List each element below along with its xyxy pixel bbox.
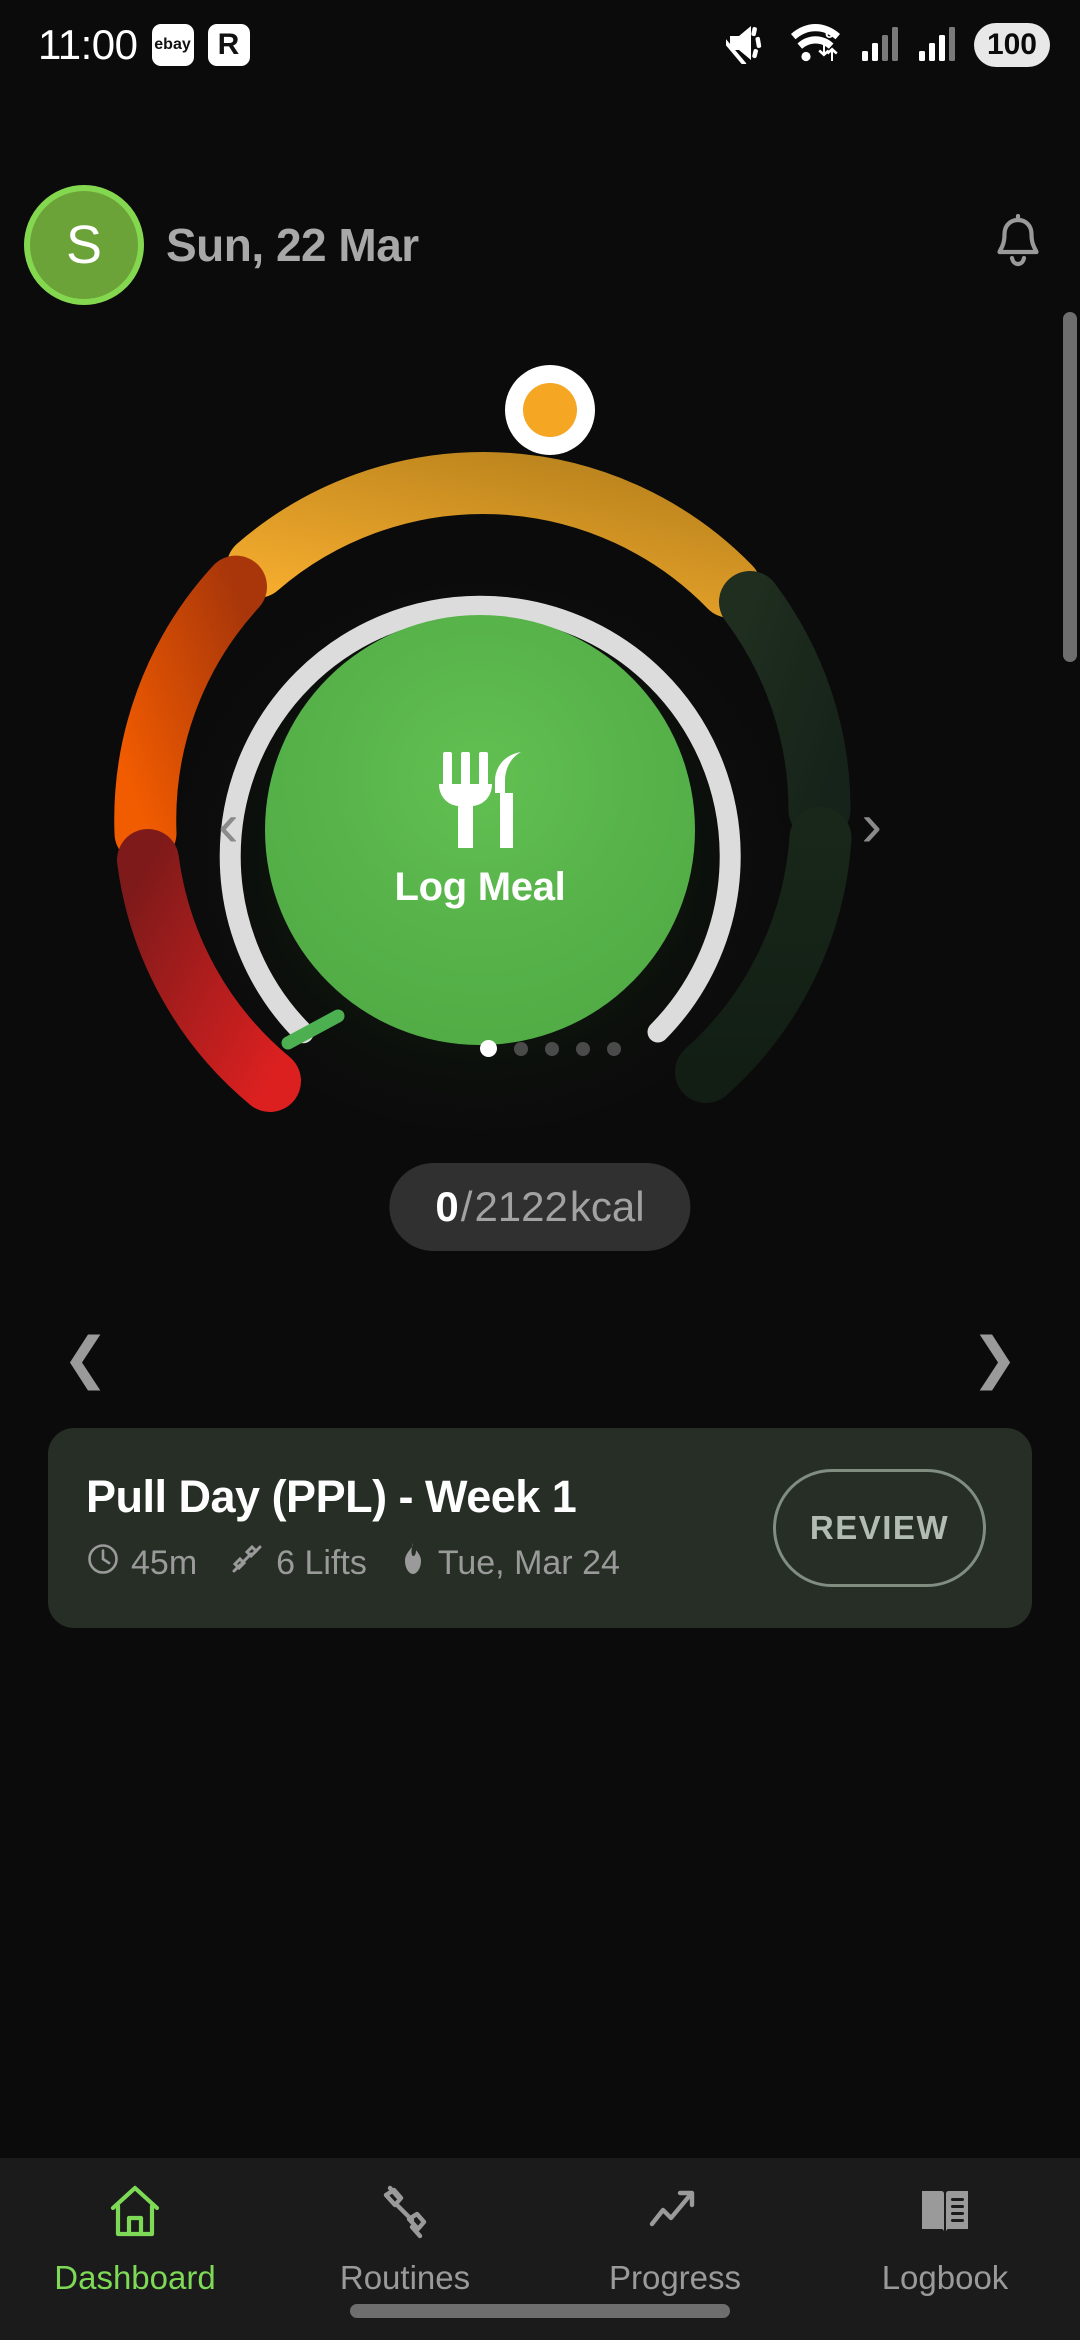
- page-dot[interactable]: [606, 1041, 621, 1056]
- gauge-marker-dot: [505, 365, 595, 455]
- nav-label-routines: Routines: [339, 2259, 471, 2296]
- ebay-notification-icon: ebay: [151, 24, 194, 66]
- workout-title: Pull Day (PPL) - Week 1: [86, 1470, 577, 1522]
- nav-item-progress[interactable]: Progress: [540, 2184, 810, 2297]
- workout-duration-text: 45m: [131, 1543, 198, 1582]
- review-button[interactable]: REVIEW: [773, 1469, 986, 1587]
- battery-indicator: 100: [973, 23, 1050, 67]
- status-clock: 11:00: [38, 21, 138, 68]
- page-dot[interactable]: [513, 1041, 528, 1056]
- page-dot[interactable]: [479, 1040, 497, 1057]
- gauge-segment-dark-green-upper: [719, 571, 851, 841]
- home-indicator[interactable]: [350, 2304, 730, 2318]
- dumbbell-icon: [229, 1541, 265, 1586]
- wifi-6-icon: 6: [789, 21, 843, 70]
- workout-carousel-nav: ❮ ❯: [0, 1318, 1080, 1398]
- status-bar: 11:00 ebay R 6: [0, 0, 1080, 90]
- workout-date: Tue, Mar 24: [399, 1542, 620, 1585]
- dumbbell-icon: [377, 2184, 433, 2245]
- workout-lifts: 6 Lifts: [229, 1541, 367, 1586]
- avatar[interactable]: S: [24, 185, 144, 305]
- nav-label-logbook: Logbook: [881, 2259, 1009, 2296]
- status-bar-left: 11:00 ebay R: [38, 21, 250, 69]
- workout-card-content: Pull Day (PPL) - Week 1 45m 6 Lifts: [86, 1471, 773, 1586]
- chevron-left-icon[interactable]: ‹: [218, 791, 239, 860]
- gauge-segment-amber: [226, 451, 761, 618]
- page-title: Sun, 22 Mar: [166, 219, 419, 271]
- gauge-segment-red: [117, 829, 301, 1112]
- calories-unit: kcal: [569, 1183, 645, 1230]
- carousel-page-dots[interactable]: [50, 1040, 1050, 1057]
- calories-current: 0: [435, 1183, 459, 1230]
- signal-sim2-icon: [917, 23, 957, 68]
- workout-date-text: Tue, Mar 24: [437, 1543, 620, 1582]
- signal-sim1-icon: [860, 23, 900, 68]
- nav-label-dashboard: Dashboard: [54, 2259, 216, 2296]
- workout-meta: 45m 6 Lifts Tue, Mar 24: [86, 1541, 773, 1586]
- workout-duration: 45m: [86, 1542, 197, 1585]
- gauge-inner-track: [219, 595, 741, 1044]
- calorie-summary-pill[interactable]: 0 / 2122 kcal: [389, 1163, 691, 1251]
- calories-goal: 2122: [474, 1183, 568, 1230]
- chevron-right-icon[interactable]: ❯: [971, 1326, 1018, 1389]
- chevron-right-icon[interactable]: ›: [861, 791, 882, 860]
- workout-card[interactable]: Pull Day (PPL) - Week 1 45m 6 Lifts: [48, 1428, 1032, 1628]
- nav-label-progress: Progress: [608, 2259, 742, 2296]
- page-dot[interactable]: [575, 1041, 590, 1056]
- nav-item-dashboard[interactable]: Dashboard: [0, 2184, 270, 2297]
- gauge-start-tick: [281, 1009, 345, 1050]
- clock-icon: [86, 1542, 120, 1585]
- bell-icon[interactable]: [992, 213, 1044, 277]
- book-icon: [917, 2184, 973, 2245]
- bottom-navigation: Dashboard Routines Progress Logbook: [0, 2158, 1080, 2340]
- page-dot[interactable]: [544, 1041, 559, 1056]
- flame-icon: [399, 1542, 427, 1585]
- fork-knife-icon: [437, 750, 523, 855]
- page-scrollbar[interactable]: [1063, 312, 1077, 662]
- reddit-notification-icon: R: [207, 24, 250, 66]
- calories-separator: /: [460, 1183, 473, 1230]
- status-bar-right: 6 100: [713, 21, 1050, 70]
- home-icon: [107, 2184, 163, 2245]
- app-header: S Sun, 22 Mar: [0, 185, 1080, 305]
- nav-item-routines[interactable]: Routines: [270, 2184, 540, 2297]
- gauge-segment-orange: [114, 555, 267, 865]
- log-meal-button[interactable]: Log Meal: [265, 615, 695, 1045]
- mute-vibrate-icon: [713, 22, 772, 69]
- trending-up-icon: [647, 2184, 703, 2245]
- gauge-segment-dark-green-lower: [675, 807, 852, 1103]
- svg-text:6: 6: [825, 25, 833, 42]
- workout-lifts-text: 6 Lifts: [276, 1543, 367, 1582]
- nav-item-logbook[interactable]: Logbook: [810, 2184, 1080, 2297]
- chevron-left-icon[interactable]: ❮: [62, 1326, 109, 1389]
- calorie-gauge: ‹ › Log Meal: [50, 330, 1050, 1160]
- log-meal-label: Log Meal: [394, 865, 566, 909]
